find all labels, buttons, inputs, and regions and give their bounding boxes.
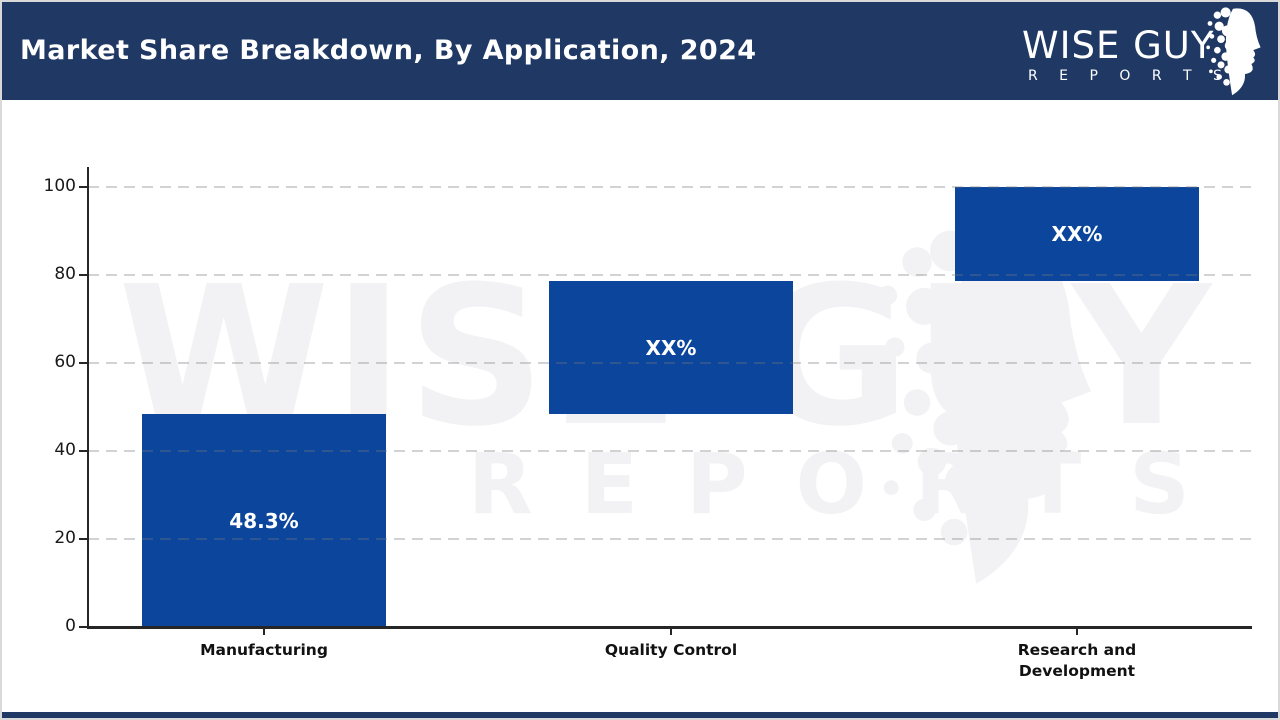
y-gridline <box>88 186 1252 188</box>
brand-logo-wordmark: WISE GUY <box>1022 24 1215 67</box>
y-tick-mark <box>79 538 88 540</box>
y-tick-label: 40 <box>54 440 76 460</box>
y-tick-mark <box>79 186 88 188</box>
footer-bar <box>0 712 1280 720</box>
y-tick-mark <box>79 274 88 276</box>
y-tick-label: 60 <box>54 352 76 372</box>
brand-head-icon <box>1206 7 1261 96</box>
x-category-label: Manufacturing <box>200 641 328 659</box>
y-tick-label: 100 <box>43 176 76 196</box>
y-gridline <box>88 362 1252 364</box>
y-gridline <box>88 274 1252 276</box>
bar-value-label: 48.3% <box>229 508 299 533</box>
bar-segment-2 <box>549 281 793 415</box>
y-tick-mark <box>79 626 88 628</box>
y-tick-label: 20 <box>54 528 76 548</box>
watermark-text-line2: REPORTS <box>468 435 1238 533</box>
x-category-label: Quality Control <box>604 641 738 659</box>
brand-logo: WISE GUY R E P O R T S <box>1022 6 1272 98</box>
y-tick-label: 80 <box>54 264 76 284</box>
y-tick-label: 0 <box>65 616 76 636</box>
y-gridline <box>88 450 1252 452</box>
bar-value-label: XX% <box>645 335 697 360</box>
y-gridline <box>88 538 1252 540</box>
bar-value-label: XX% <box>1051 222 1103 247</box>
x-tick-mark <box>263 628 265 635</box>
brand-logo-subtext: R E P O R T S <box>1028 68 1231 84</box>
x-axis-line <box>87 626 1252 629</box>
x-category-label: Research and Development <box>1017 641 1137 680</box>
page-title: Market Share Breakdown, By Application, … <box>20 34 757 66</box>
y-tick-mark <box>79 450 88 452</box>
y-tick-mark <box>79 362 88 364</box>
bar-segment-1 <box>142 414 386 627</box>
x-tick-mark <box>1076 628 1078 635</box>
header-bar: Market Share Breakdown, By Application, … <box>0 0 1280 100</box>
y-axis-line <box>87 167 89 629</box>
x-tick-mark <box>670 628 672 635</box>
